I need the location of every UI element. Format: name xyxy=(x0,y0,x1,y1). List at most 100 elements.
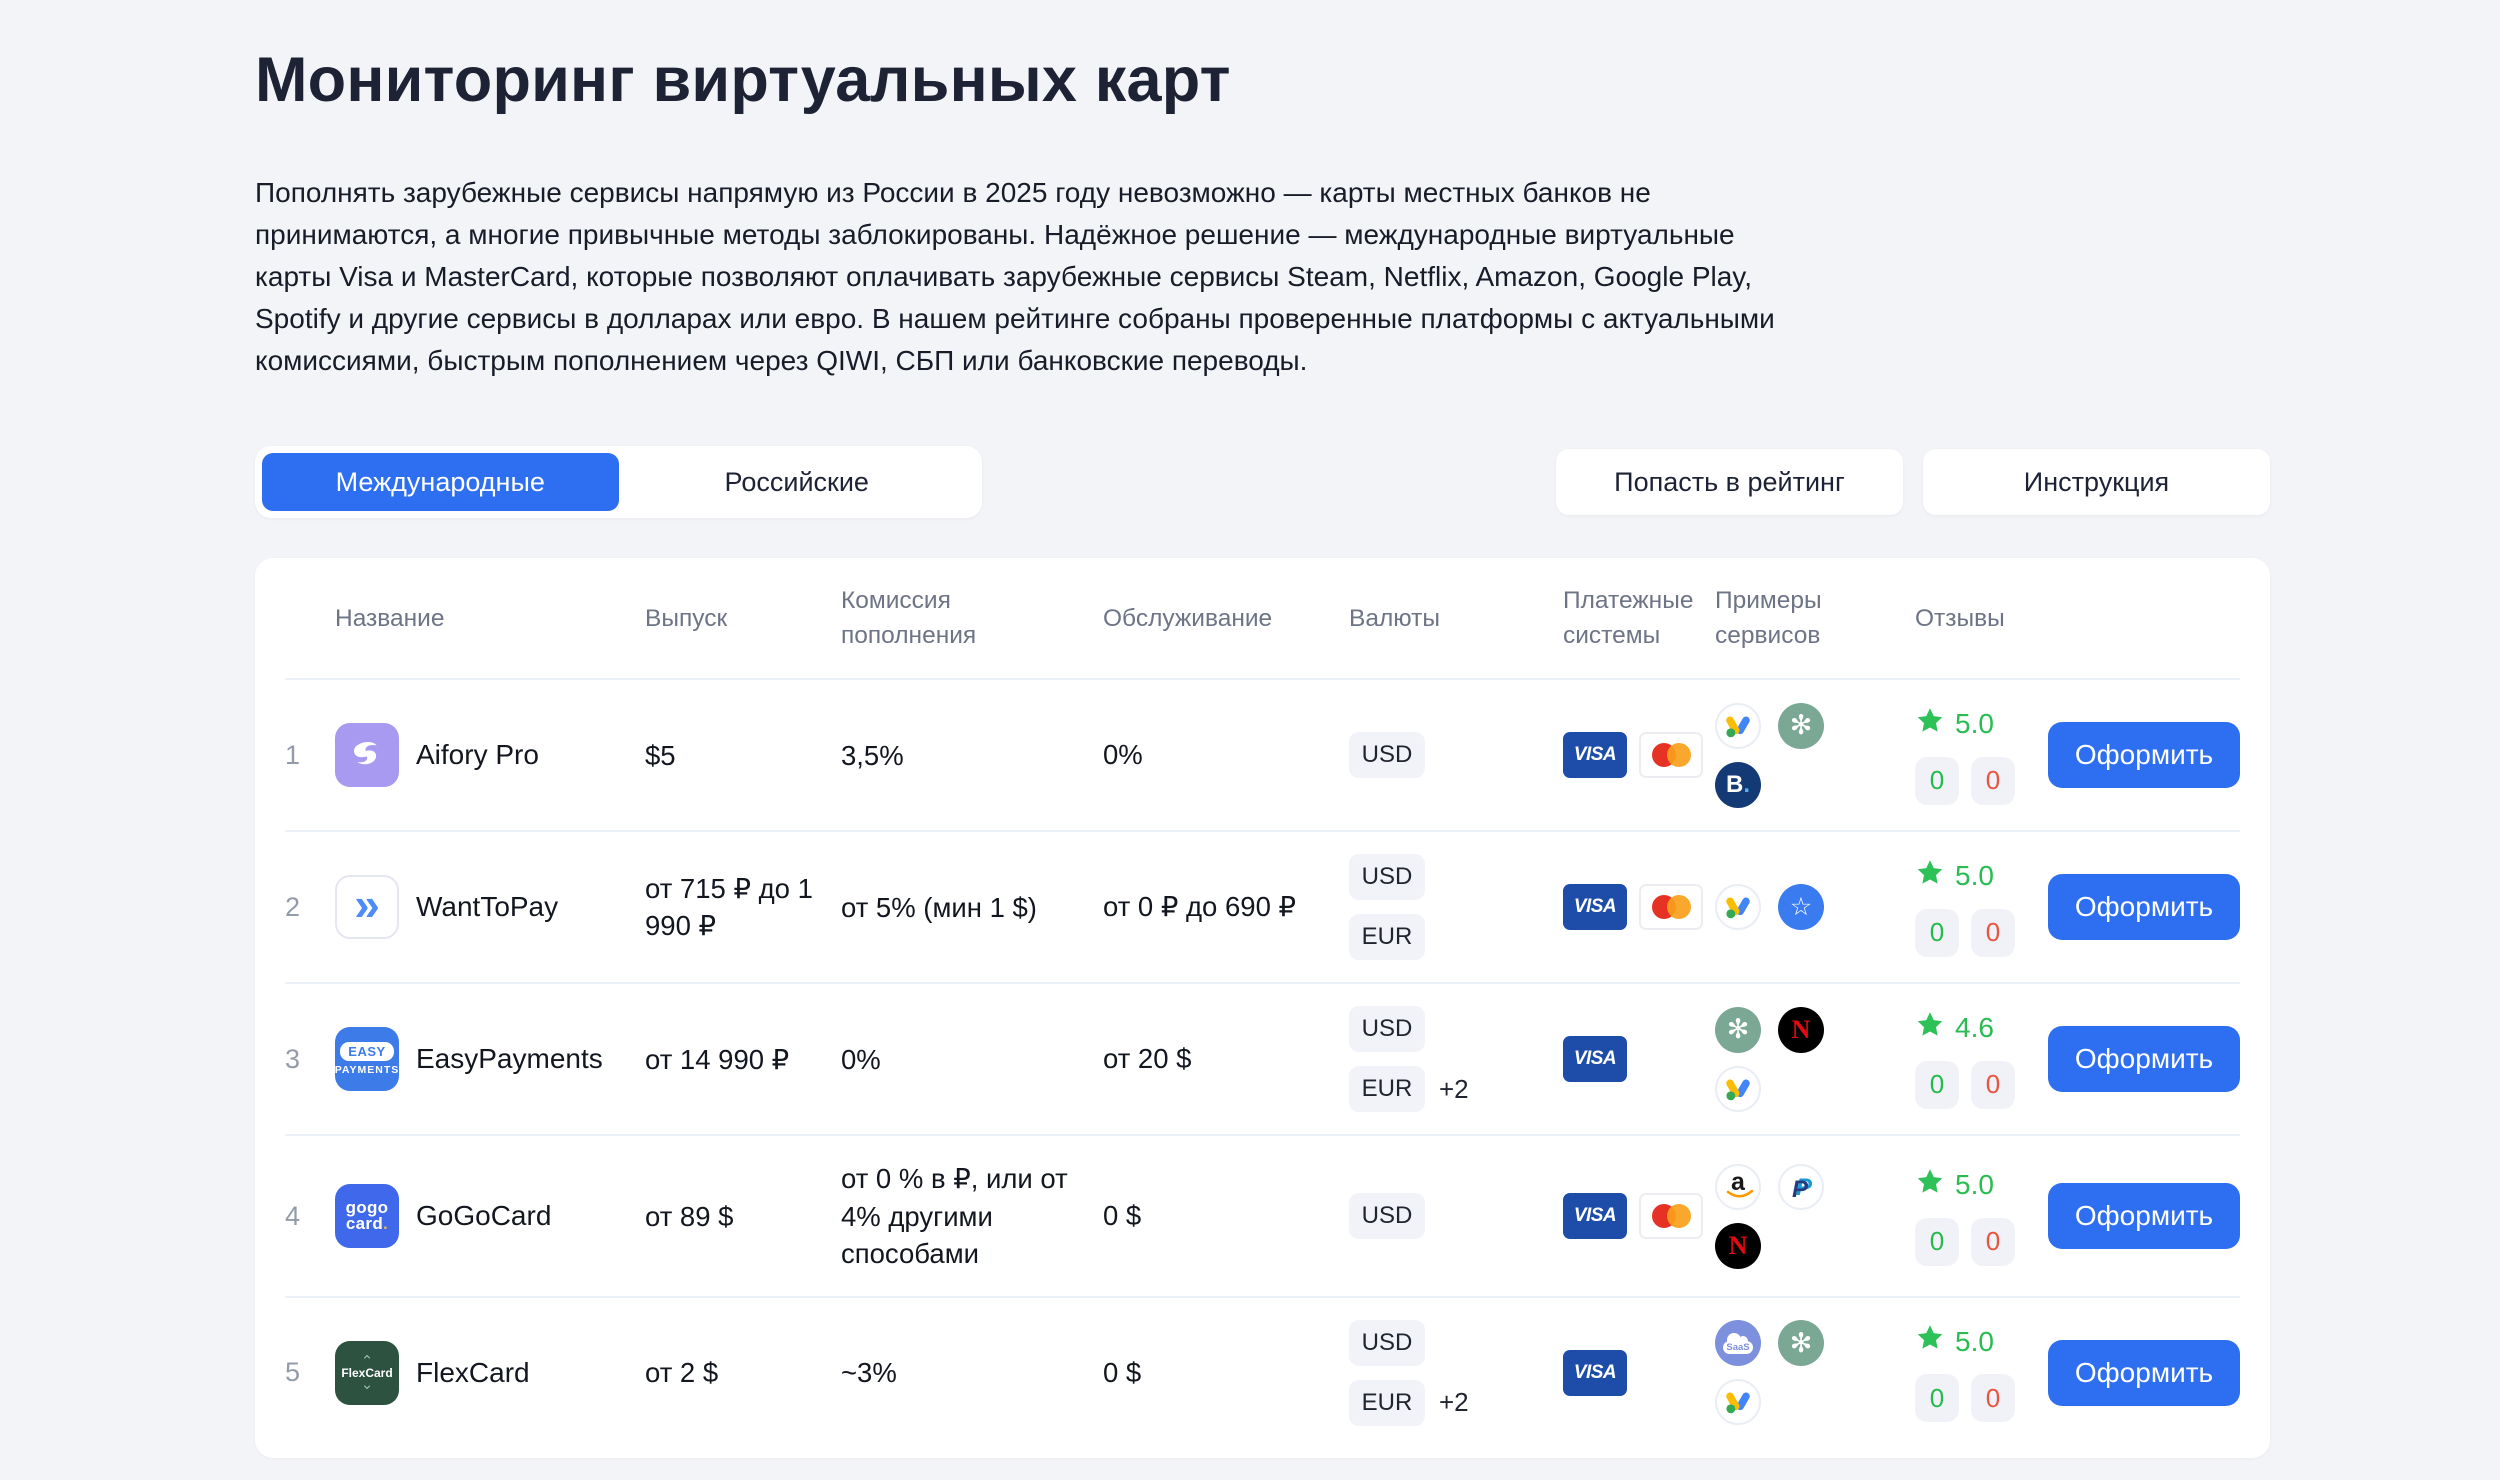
mastercard-orange-circle xyxy=(1666,1204,1691,1229)
service-name: Aifory Pro xyxy=(416,739,539,771)
saas-label: SaaS xyxy=(1726,1342,1750,1354)
rating: 5.0 xyxy=(1915,1323,2047,1360)
service-name: EasyPayments xyxy=(416,1043,603,1075)
easy-label: EASY xyxy=(340,1042,394,1062)
currency-badge: EUR xyxy=(1349,914,1425,961)
netflix-n: N xyxy=(1791,1014,1811,1044)
reviews-cell: 4.6 0 0 xyxy=(1915,1010,2047,1109)
column-header-label: Выпуск xyxy=(645,604,728,632)
order-button[interactable]: Оформить xyxy=(2048,1026,2240,1093)
topup-fee: 0% xyxy=(841,1043,881,1075)
payment-systems-cell: VISA xyxy=(1563,1036,1715,1083)
table-row: 4 gogo card. GoGoCard от 89 $ от 0 % в ₽, или… xyxy=(285,1134,2240,1295)
currency-badge: USD xyxy=(1349,732,1425,779)
column-header: Валюты xyxy=(1349,601,1563,637)
currency-line: USD xyxy=(1349,1006,1563,1053)
netflix-icon: N xyxy=(1715,1222,1761,1269)
currency-line: USD xyxy=(1349,854,1563,901)
column-header: Платежные системы xyxy=(1563,583,1715,654)
column-header-label: Название xyxy=(335,604,445,632)
visa-icon: VISA xyxy=(1563,1193,1627,1240)
booking-icon: B. xyxy=(1715,761,1761,808)
saas-icon: SaaS xyxy=(1715,1320,1761,1367)
negative-reviews-badge: 0 xyxy=(1971,756,2015,805)
star-icon xyxy=(1915,1323,1945,1360)
issue-cost: от 715 ₽ до 1 990 ₽ xyxy=(645,873,813,942)
paypal-p-front: P xyxy=(1792,1175,1809,1203)
rating: 5.0 xyxy=(1915,858,2047,895)
row-rank: 2 xyxy=(285,891,301,922)
column-header-label: Платежные системы xyxy=(1563,586,1694,650)
payment-systems-cell: VISA xyxy=(1563,1193,1715,1240)
openai-icon: ✻ xyxy=(1778,1320,1824,1367)
column-header: Выпуск xyxy=(645,601,841,637)
table-row: 5 ⌃ FlexCard ⌄ FlexCard от 2 $ ~3% 0 $ USD EUR +2 V… xyxy=(285,1295,2240,1448)
booking-dot: . xyxy=(1743,770,1750,798)
visa-label: VISA xyxy=(1573,896,1617,918)
tab-group: Международные Российские xyxy=(255,446,982,519)
service-name-cell: » WantToPay xyxy=(335,875,645,940)
table-row: 3 EASY PAYMENTS EasyPayments от 14 990 ₽ 0% от… xyxy=(285,982,2240,1134)
currencies-cell: USD xyxy=(1349,1193,1563,1240)
tab-russian[interactable]: Российские xyxy=(724,466,869,497)
row-rank: 1 xyxy=(285,739,301,770)
column-header: Комиссия пополнения xyxy=(841,583,1103,654)
toolbar: Международные Российские Попасть в рейти… xyxy=(255,446,2270,519)
column-header-label: Отзывы xyxy=(1915,604,2005,632)
table-row: 1 Aifory Pro $5 3,5% 0% USD VISA ✻ B. 5.0 0 0 Оформи… xyxy=(285,678,2240,830)
negative-reviews-badge: 0 xyxy=(1971,1217,2015,1266)
row-rank: 4 xyxy=(285,1200,301,1231)
service-name-cell: gogo card. GoGoCard xyxy=(335,1184,645,1249)
reviews-cell: 5.0 0 0 xyxy=(1915,858,2047,957)
booking-b: B xyxy=(1725,770,1744,798)
currencies-cell: USD EUR +2 xyxy=(1349,1006,1563,1113)
instruction-button[interactable]: Инструкция xyxy=(1923,449,2270,516)
column-header-label: Валюты xyxy=(1349,604,1440,632)
order-button[interactable]: Оформить xyxy=(2048,1183,2240,1250)
column-header: Примеры сервисов xyxy=(1715,583,1915,654)
join-rating-button[interactable]: Попасть в рейтинг xyxy=(1556,449,1903,516)
currency-badge: EUR xyxy=(1349,1379,1425,1426)
visa-icon: VISA xyxy=(1563,732,1627,779)
table-body: 1 Aifory Pro $5 3,5% 0% USD VISA ✻ B. 5.0 0 0 Оформи… xyxy=(285,678,2240,1447)
mastercard-orange-circle xyxy=(1666,895,1691,920)
tab-international[interactable]: Международные xyxy=(262,453,619,512)
maintenance-cost: 0% xyxy=(1103,739,1143,771)
rating: 5.0 xyxy=(1915,706,2047,743)
payment-systems-cell: VISA xyxy=(1563,1349,1715,1396)
currency-line: EUR +2 xyxy=(1349,1379,1563,1426)
star-icon xyxy=(1915,706,1945,743)
currency-badge: USD xyxy=(1349,854,1425,901)
visa-label: VISA xyxy=(1573,1361,1617,1383)
column-header: Отзывы xyxy=(1915,601,2047,637)
topup-fee: от 0 % в ₽, или от 4% другими способами xyxy=(841,1163,1068,1269)
positive-reviews-badge: 0 xyxy=(1915,1060,1959,1109)
chevron-down-icon: ⌄ xyxy=(360,1375,374,1393)
order-button[interactable]: Оформить xyxy=(2048,722,2240,789)
column-header-label: Примеры сервисов xyxy=(1715,586,1822,650)
order-button[interactable]: Оформить xyxy=(2048,874,2240,941)
mastercard-icon xyxy=(1639,1193,1703,1240)
reviews-cell: 5.0 0 0 xyxy=(1915,1167,2047,1266)
paypal-p-back: P xyxy=(1796,1173,1813,1201)
chevron-up-icon: ⌃ xyxy=(360,1352,374,1370)
order-button[interactable]: Оформить xyxy=(2048,1339,2240,1406)
column-header-label: Обслуживание xyxy=(1103,604,1273,632)
currency-badge: USD xyxy=(1349,1006,1425,1053)
page-title: Мониторинг виртуальных карт xyxy=(255,45,1231,115)
currencies-more: +2 xyxy=(1439,1073,1469,1104)
issue-cost: от 89 $ xyxy=(645,1200,734,1232)
topup-fee: 3,5% xyxy=(841,739,904,771)
maintenance-cost: от 20 $ xyxy=(1103,1043,1192,1075)
gogo-label: gogo xyxy=(345,1197,389,1217)
currency-line: EUR xyxy=(1349,914,1563,961)
rating-value: 4.6 xyxy=(1955,1012,1994,1044)
netflix-n: N xyxy=(1728,1230,1748,1260)
service-name-cell: Aifory Pro xyxy=(335,723,645,788)
card-dot: . xyxy=(383,1214,389,1234)
page-description: Пополнять зарубежные сервисы напрямую из… xyxy=(255,177,1775,377)
